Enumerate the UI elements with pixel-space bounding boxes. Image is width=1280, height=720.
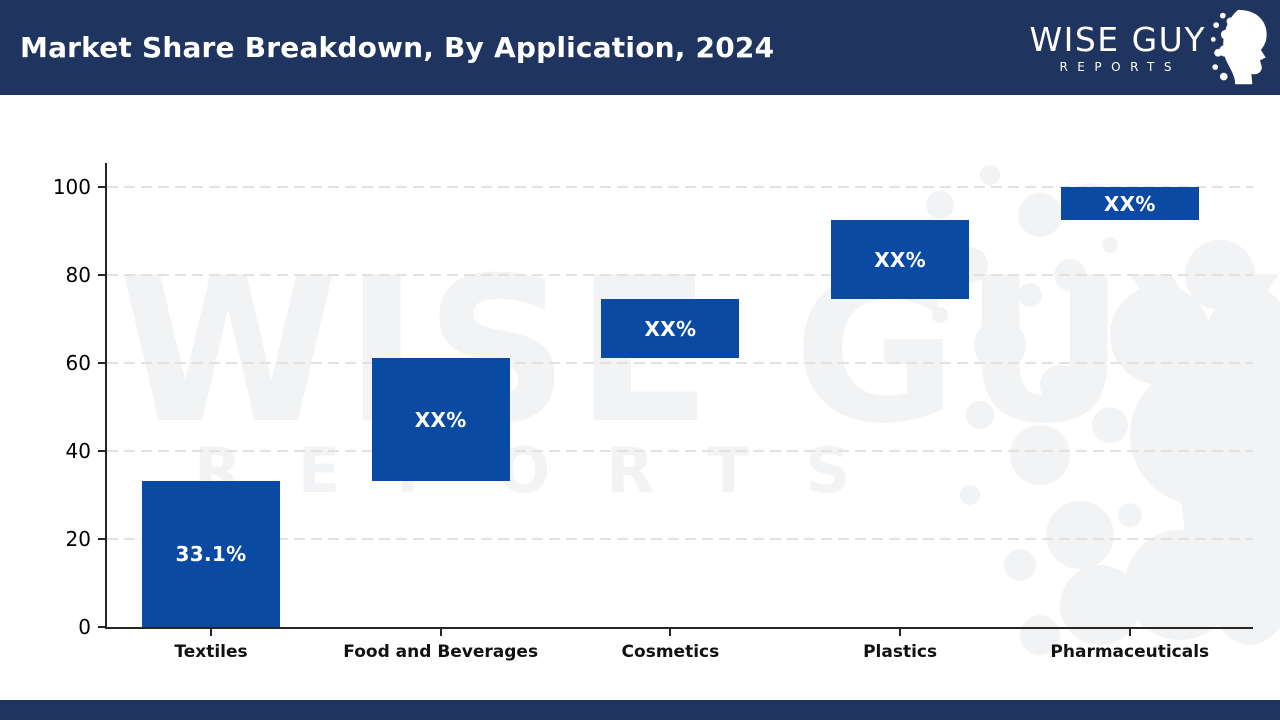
gridline-100 <box>107 186 1253 188</box>
x-axis-label-plastics: Plastics <box>863 642 938 662</box>
x-tick-mark-pharmaceuticals <box>1128 628 1131 636</box>
gridline-40 <box>107 450 1253 452</box>
y-tick-mark-0 <box>98 626 105 628</box>
logo-face-icon <box>1210 9 1267 84</box>
bar-label-food-and-beverages: XX% <box>414 407 467 432</box>
gridline-60 <box>107 362 1253 364</box>
x-axis-label-cosmetics: Cosmetics <box>621 642 720 662</box>
x-tick-mark-plastics <box>899 628 902 636</box>
x-tick-mark-textiles <box>210 628 212 636</box>
bar-textiles: 33.1% <box>142 481 280 627</box>
x-tick-mark-food-and-beverages <box>439 628 442 636</box>
x-axis-line <box>105 626 1253 629</box>
y-tick-label-80: 80 <box>65 263 91 287</box>
y-tick-label-100: 100 <box>52 175 91 199</box>
x-axis-label-textiles: Textiles <box>174 642 248 662</box>
gridline-80 <box>107 274 1253 276</box>
watermark-subtitle: REPORTS <box>194 434 907 507</box>
y-tick-mark-20 <box>98 538 105 540</box>
brand-logo: WISE GUY REPORTS <box>1029 8 1270 88</box>
y-tick-label-0: 0 <box>78 615 91 639</box>
logo-subtitle: REPORTS <box>1059 59 1181 74</box>
bar-label-plastics: XX% <box>874 247 926 272</box>
plot-area: 33.1% XX% XX% XX% XX% 0 20 40 60 80 100 Textiles F… <box>53 163 1253 662</box>
y-tick-mark-60 <box>98 362 105 364</box>
y-tick-mark-80 <box>98 274 105 276</box>
bar-plastics: XX% <box>831 220 970 300</box>
bars-layer: 33.1% XX% XX% XX% XX% <box>107 163 1253 627</box>
y-tick-label-20: 20 <box>65 527 91 551</box>
y-tick-mark-40 <box>98 450 105 452</box>
x-axis-label-pharmaceuticals: Pharmaceuticals <box>1050 642 1210 662</box>
y-axis-line <box>105 163 107 629</box>
page-title: Market Share Breakdown, By Application, … <box>20 31 775 64</box>
bar-label-pharmaceuticals: XX% <box>1103 191 1156 216</box>
watermark-face-icon <box>926 165 1280 655</box>
header-bar: Market Share Breakdown, By Application, … <box>0 0 1280 95</box>
footer-bar <box>0 700 1280 720</box>
logo-wordmark: WISE GUY <box>1029 19 1206 59</box>
bar-cosmetics: XX% <box>601 299 740 359</box>
x-tick-mark-cosmetics <box>669 628 672 636</box>
gridline-20 <box>107 538 1253 540</box>
bar-pharmaceuticals: XX% <box>1060 187 1199 220</box>
y-tick-mark-100 <box>98 186 105 188</box>
y-tick-label-60: 60 <box>65 351 91 375</box>
bar-label-cosmetics: XX% <box>644 316 697 341</box>
bar-food-and-beverages: XX% <box>371 358 510 482</box>
bar-label-textiles: 33.1% <box>175 542 247 567</box>
y-tick-label-40: 40 <box>65 439 91 463</box>
x-axis-label-food-and-beverages: Food and Beverages <box>343 642 539 662</box>
